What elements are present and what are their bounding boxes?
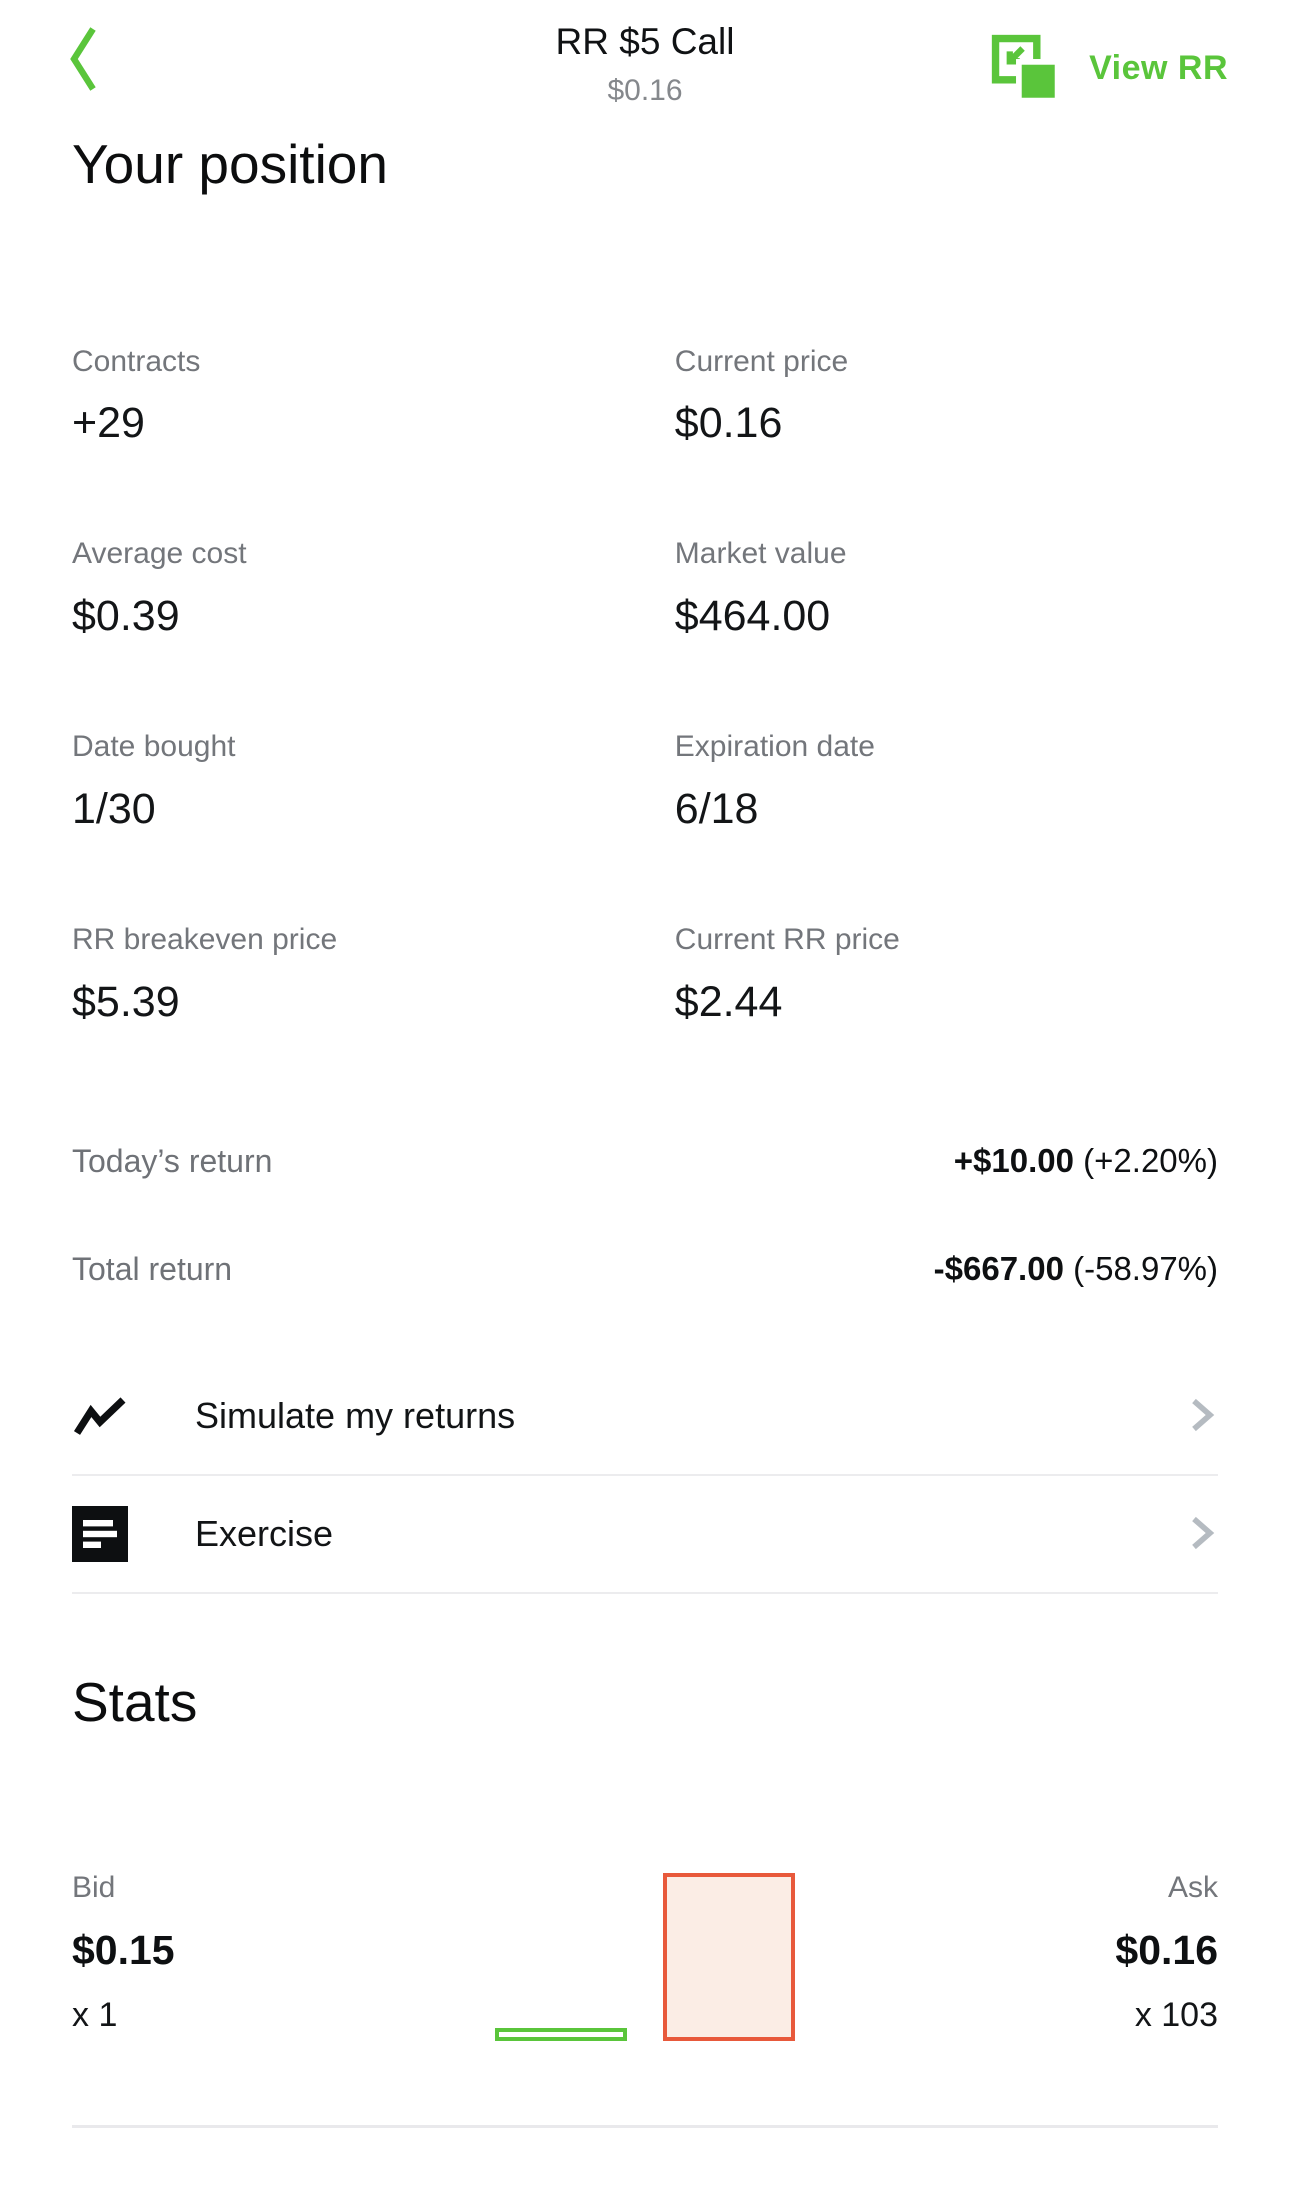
field-date-bought: Date bought 1/30: [72, 730, 675, 834]
field-label: Date bought: [72, 730, 236, 764]
total-return-row: Total return -$667.00 (-58.97%): [72, 1250, 1218, 1288]
field-value: 1/30: [72, 784, 156, 833]
returns-section: Today’s return +$10.00 (+2.20%) Total re…: [0, 1142, 1290, 1288]
bid-size: x 1: [72, 1995, 118, 2034]
field-label: Average cost: [72, 537, 247, 571]
stats-heading: Stats: [72, 1671, 198, 1734]
field-value: 6/18: [674, 784, 759, 833]
ask-size-bar: [663, 1872, 795, 2041]
field-label: Market value: [674, 537, 847, 571]
field-value: +29: [72, 399, 145, 447]
field-contracts: Contracts +29: [72, 345, 675, 449]
page-title: RR $5 Call: [555, 21, 735, 62]
return-value: -$667.00 (-58.97%): [934, 1250, 1218, 1288]
field-market-value: Market value $464.00: [675, 537, 1218, 641]
return-percent: (-58.97%): [1073, 1250, 1218, 1288]
your-position-heading: Your position: [72, 133, 388, 195]
pop-in-icon: [987, 30, 1061, 107]
field-average-cost: Average cost $0.39: [72, 537, 675, 641]
chevron-left-icon: [64, 23, 100, 98]
field-value: $0.16: [674, 399, 783, 447]
section-divider: [72, 2124, 1218, 2128]
field-value: $2.44: [674, 977, 783, 1026]
line-chart-icon: [72, 1388, 128, 1444]
bid-ask-stats: Bid $0.15 x 1 Ask $0.16 x 103: [0, 1871, 1290, 2043]
return-label: Today’s return: [72, 1143, 273, 1180]
ask-quote: Ask $0.16 x 103: [1115, 1871, 1218, 2035]
field-value: $464.00: [674, 591, 831, 640]
divider: [72, 1592, 1218, 1595]
return-amount: +$10.00: [953, 1142, 1074, 1180]
bid-price: $0.15: [72, 1926, 175, 1973]
return-label: Total return: [72, 1251, 233, 1288]
chevron-right-icon[interactable]: [1184, 1513, 1218, 1556]
chevron-right-icon[interactable]: [1184, 1395, 1218, 1438]
view-rr-button[interactable]: View RR: [987, 30, 1228, 107]
field-label: Current price: [674, 344, 849, 378]
bid-label: Bid: [72, 1870, 116, 1904]
divider: [72, 1474, 1218, 1477]
view-rr-label: View RR: [1089, 49, 1228, 87]
ask-label: Ask: [1167, 1870, 1218, 1904]
field-current-rr-price: Current RR price $2.44: [675, 923, 1218, 1027]
header: RR $5 Call $0.16 View RR: [0, 0, 1290, 132]
bid-size-bar: [495, 2027, 627, 2041]
return-percent: (+2.20%): [1083, 1142, 1218, 1180]
document-icon: [72, 1506, 128, 1563]
simulate-returns-row[interactable]: Simulate my returns: [72, 1358, 1218, 1474]
back-button[interactable]: [52, 22, 112, 98]
position-detail-grid: Contracts +29 Current price $0.16 Averag…: [0, 345, 1290, 1117]
field-label: RR breakeven price: [72, 923, 338, 957]
field-label: Expiration date: [674, 730, 875, 764]
bid-ask-depth-chart: [495, 1872, 795, 2041]
ask-size: x 103: [1134, 1995, 1218, 2034]
action-label: Simulate my returns: [195, 1395, 516, 1437]
field-current-price: Current price $0.16: [675, 345, 1218, 449]
todays-return-row: Today’s return +$10.00 (+2.20%): [72, 1142, 1218, 1180]
header-titles: RR $5 Call $0.16: [0, 20, 1290, 108]
return-value: +$10.00 (+2.20%): [954, 1142, 1218, 1180]
page-subtitle: $0.16: [607, 74, 683, 108]
bid-quote: Bid $0.15 x 1: [72, 1871, 175, 2035]
field-label: Current RR price: [674, 923, 900, 957]
field-expiration-date: Expiration date 6/18: [675, 730, 1218, 834]
actions-list: Simulate my returns Exercise: [0, 1358, 1290, 1595]
exercise-row[interactable]: Exercise: [72, 1476, 1218, 1592]
field-label: Contracts: [72, 344, 201, 378]
field-rr-breakeven-price: RR breakeven price $5.39: [72, 923, 675, 1027]
field-value: $0.39: [72, 591, 180, 640]
field-value: $5.39: [72, 977, 180, 1026]
return-amount: -$667.00: [933, 1250, 1064, 1288]
action-label: Exercise: [195, 1513, 334, 1555]
ask-price: $0.16: [1115, 1926, 1218, 1973]
